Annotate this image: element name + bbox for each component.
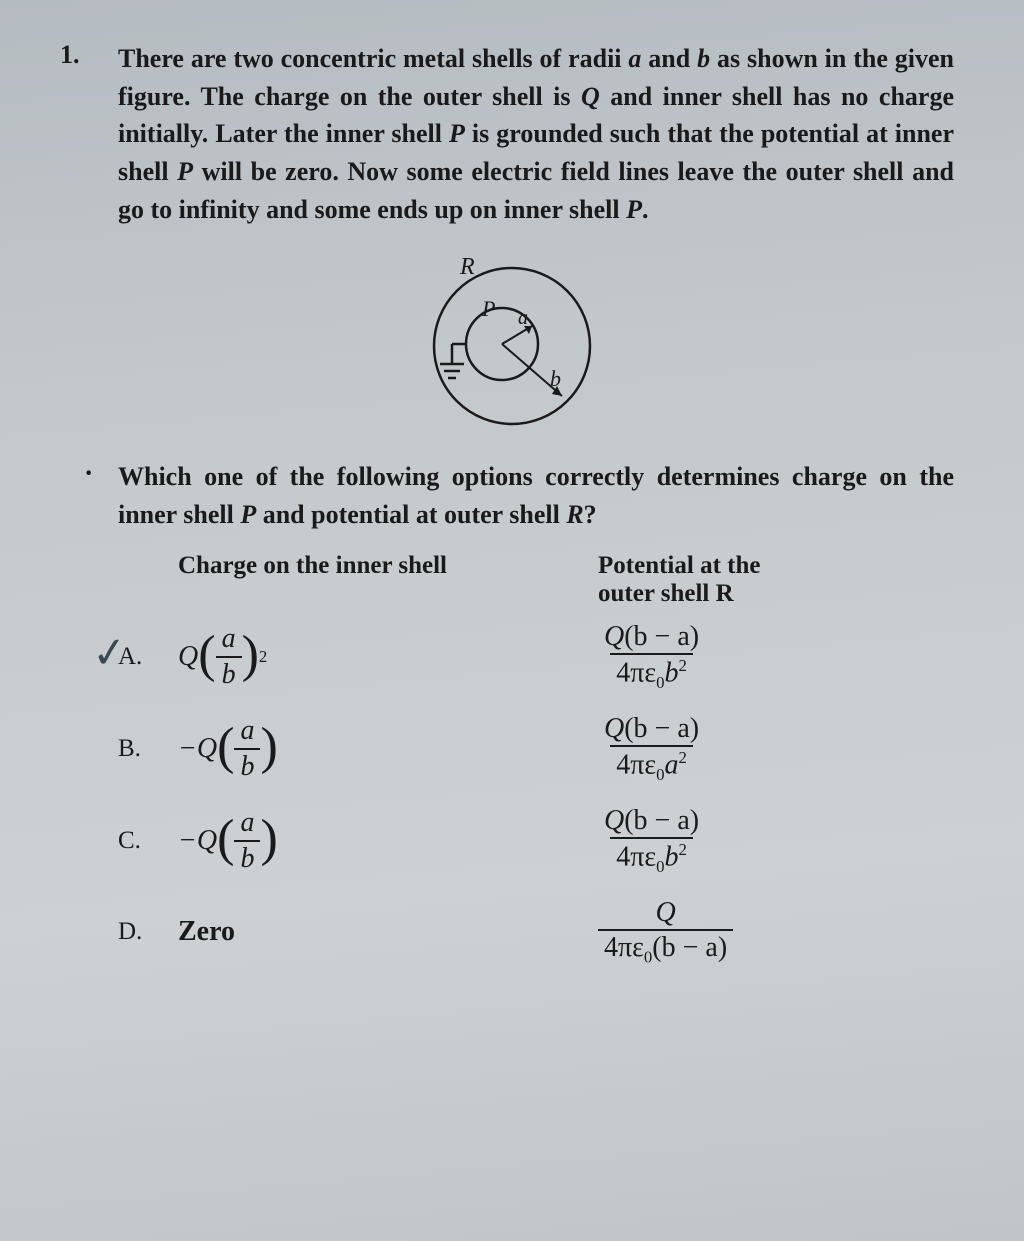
question-text: There are two concentric metal shells of… [118, 40, 954, 228]
option-C: C. −Q ( a b ) Q(b − a) 4πε0b2 [118, 806, 954, 876]
option-D: D. Zero Q 4πε0(b − a) [118, 898, 954, 967]
options-block: ✓ A. Q ( a b ) 2 Q(b − a) 4πε0b2 [118, 622, 954, 966]
label-R: R [459, 254, 475, 280]
sub-prompt: Which one of the following options corre… [118, 458, 954, 533]
option-D-charge: Zero [178, 916, 598, 948]
option-B-label: B. [118, 735, 178, 763]
option-C-label: C. [118, 827, 178, 855]
option-B: B. −Q ( a b ) Q(b − a) 4πε0a2 [118, 714, 954, 784]
label-P: P [481, 296, 495, 321]
label-a: a [518, 307, 528, 329]
shells-diagram: R P a b [402, 246, 612, 436]
bullet-dot: · [84, 458, 93, 490]
column-headers: Charge on the inner shell Potential at t… [178, 552, 954, 608]
option-B-charge: −Q ( a b ) [178, 716, 598, 781]
question-number: 1. [60, 40, 96, 228]
option-C-potential: Q(b − a) 4πε0b2 [598, 806, 954, 876]
label-b: b [550, 366, 561, 391]
option-A-charge: Q ( a b ) 2 [178, 624, 598, 689]
header-left: Charge on the inner shell [178, 552, 598, 608]
question-row: 1. There are two concentric metal shells… [60, 40, 954, 228]
option-C-charge: −Q ( a b ) [178, 808, 598, 873]
page: 1. There are two concentric metal shells… [0, 0, 1024, 1241]
option-D-label: D. [118, 918, 178, 946]
tick-mark-icon: ✓ [89, 626, 129, 679]
option-A: ✓ A. Q ( a b ) 2 Q(b − a) 4πε0b2 [118, 622, 954, 692]
header-right: Potential at the outer shell R [598, 552, 954, 608]
figure-wrap: R P a b [60, 246, 954, 436]
option-A-potential: Q(b − a) 4πε0b2 [598, 622, 954, 692]
option-B-potential: Q(b − a) 4πε0a2 [598, 714, 954, 784]
option-D-potential: Q 4πε0(b − a) [598, 898, 954, 967]
